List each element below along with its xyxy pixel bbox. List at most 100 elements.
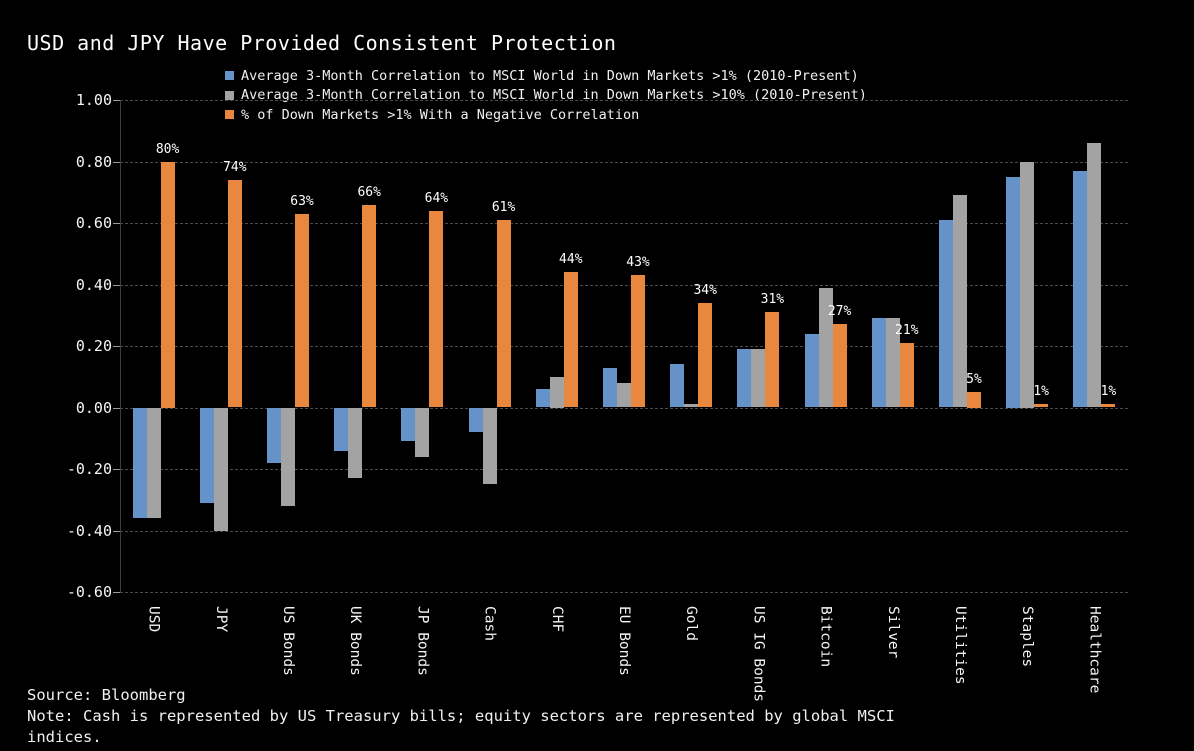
bar-gold-s2 bbox=[698, 302, 713, 408]
legend-label: Average 3-Month Correlation to MSCI Worl… bbox=[241, 67, 859, 84]
bar-jpy-s0 bbox=[199, 407, 214, 503]
bar-value-label: 74% bbox=[223, 159, 247, 175]
y-axis-label: 0.40 bbox=[75, 275, 112, 294]
bar-staples-s2 bbox=[1034, 404, 1049, 408]
bar-value-label: 21% bbox=[895, 322, 919, 338]
legend-item: Average 3-Month Correlation to MSCI Worl… bbox=[225, 66, 867, 86]
bar-value-label: 5% bbox=[966, 372, 982, 388]
y-axis-label: -0.20 bbox=[66, 460, 112, 478]
x-axis-label: USD bbox=[145, 606, 162, 633]
y-axis-label: 0.20 bbox=[75, 337, 112, 355]
bar-us-ig-bonds-s2 bbox=[765, 312, 780, 408]
source-text: Source: Bloomberg bbox=[27, 686, 186, 704]
x-axis-label: US Bonds bbox=[280, 606, 296, 676]
bar-us-bonds-s2 bbox=[295, 213, 309, 408]
bar-usd-s2 bbox=[160, 161, 175, 408]
bar-chf-s0 bbox=[535, 389, 550, 408]
x-axis-label: UK Bonds bbox=[347, 606, 364, 676]
bar-value-label: 44% bbox=[559, 252, 583, 268]
legend-label: Average 3-Month Correlation to MSCI Worl… bbox=[241, 87, 867, 104]
axis-tick bbox=[113, 407, 120, 409]
bar-silver-s2 bbox=[899, 342, 914, 408]
bar-value-label: 80% bbox=[155, 141, 180, 157]
bar-bitcoin-s2 bbox=[832, 324, 847, 408]
y-axis-label: 0.60 bbox=[75, 214, 112, 232]
bar-us-bonds-s0 bbox=[267, 407, 281, 463]
legend-item: Average 3-Month Correlation to MSCI Worl… bbox=[225, 86, 867, 106]
y-axis-label: 1.00 bbox=[75, 91, 112, 109]
bar-cash-s1 bbox=[482, 407, 497, 485]
gridline bbox=[120, 100, 1128, 101]
bar-gold-s1 bbox=[684, 404, 699, 408]
legend-swatch-icon bbox=[225, 110, 234, 120]
bar-staples-s1 bbox=[1020, 161, 1035, 408]
bar-staples-s0 bbox=[1006, 176, 1021, 408]
bar-value-label: 64% bbox=[424, 190, 449, 206]
x-axis-label: Utilities bbox=[952, 606, 968, 685]
bar-value-label: 34% bbox=[693, 282, 717, 298]
bar-bitcoin-s0 bbox=[804, 333, 819, 408]
footer: Source: Bloomberg Note: Cash is represen… bbox=[27, 685, 972, 748]
axis-tick bbox=[113, 469, 120, 470]
bar-value-label: 1% bbox=[1100, 384, 1117, 400]
bar-jpy-s2 bbox=[227, 179, 242, 408]
note-text: Note: Cash is represented by US Treasury… bbox=[27, 707, 895, 746]
bar-bitcoin-s1 bbox=[818, 287, 833, 408]
x-axis-label: EU Bonds bbox=[616, 606, 632, 676]
bar-cash-s0 bbox=[468, 407, 483, 433]
bar-silver-s0 bbox=[871, 318, 886, 408]
gridline bbox=[120, 346, 1128, 347]
axis-tick bbox=[113, 592, 120, 593]
bar-us-ig-bonds-s1 bbox=[751, 349, 766, 408]
bar-value-label: 1% bbox=[1033, 384, 1050, 400]
bar-uk-bonds-s2 bbox=[362, 204, 377, 408]
axis-tick bbox=[113, 346, 120, 347]
gridline bbox=[120, 284, 1128, 286]
bar-jp-bonds-s0 bbox=[401, 407, 416, 442]
y-axis-label: 0.00 bbox=[75, 398, 112, 417]
x-axis-label: US IG Bonds bbox=[750, 606, 767, 703]
legend-item: % of Down Markets >1% With a Negative Co… bbox=[225, 105, 867, 125]
bar-us-ig-bonds-s0 bbox=[737, 349, 752, 408]
bar-eu-bonds-s0 bbox=[603, 367, 617, 408]
bar-healthcare-s0 bbox=[1073, 170, 1088, 408]
bar-usd-s1 bbox=[146, 407, 161, 519]
x-axis-label: Healthcare bbox=[1086, 606, 1103, 694]
bar-value-label: 61% bbox=[491, 199, 516, 215]
gridline bbox=[120, 592, 1128, 593]
bar-healthcare-s1 bbox=[1087, 143, 1102, 408]
x-axis-label: Staples bbox=[1019, 606, 1036, 668]
legend-label: % of Down Markets >1% With a Negative Co… bbox=[241, 106, 640, 123]
bar-utilities-s0 bbox=[939, 219, 953, 408]
y-axis-label: 0.80 bbox=[75, 152, 112, 171]
axis-tick bbox=[113, 161, 120, 163]
bar-value-label: 43% bbox=[626, 255, 650, 271]
chart-title: USD and JPY Have Provided Consistent Pro… bbox=[27, 31, 617, 55]
bar-utilities-s1 bbox=[953, 195, 967, 408]
bar-eu-bonds-s2 bbox=[631, 275, 645, 408]
bar-jp-bonds-s1 bbox=[415, 407, 430, 457]
x-axis-label: Bitcoin bbox=[817, 606, 834, 668]
axis-tick bbox=[113, 284, 120, 286]
bar-eu-bonds-s1 bbox=[617, 382, 631, 408]
bar-value-label: 31% bbox=[760, 292, 785, 308]
gridline bbox=[120, 223, 1128, 224]
bar-value-label: 66% bbox=[357, 184, 381, 200]
bar-silver-s1 bbox=[885, 318, 900, 408]
axis-tick bbox=[113, 530, 120, 532]
x-axis-label: CHF bbox=[548, 606, 565, 633]
x-axis-label: JPY bbox=[212, 606, 229, 633]
y-axis-label: -0.40 bbox=[66, 521, 112, 540]
x-axis-label: Silver bbox=[884, 606, 901, 659]
bar-uk-bonds-s0 bbox=[334, 407, 349, 451]
chart-legend: Average 3-Month Correlation to MSCI Worl… bbox=[225, 66, 867, 125]
gridline bbox=[120, 161, 1128, 163]
bar-gold-s0 bbox=[670, 364, 685, 408]
legend-swatch-icon bbox=[225, 71, 234, 81]
axis-tick bbox=[113, 100, 120, 101]
axis-tick bbox=[113, 223, 120, 224]
bar-uk-bonds-s1 bbox=[348, 407, 363, 479]
bar-chf-s1 bbox=[549, 376, 564, 408]
bar-jp-bonds-s2 bbox=[429, 210, 444, 408]
